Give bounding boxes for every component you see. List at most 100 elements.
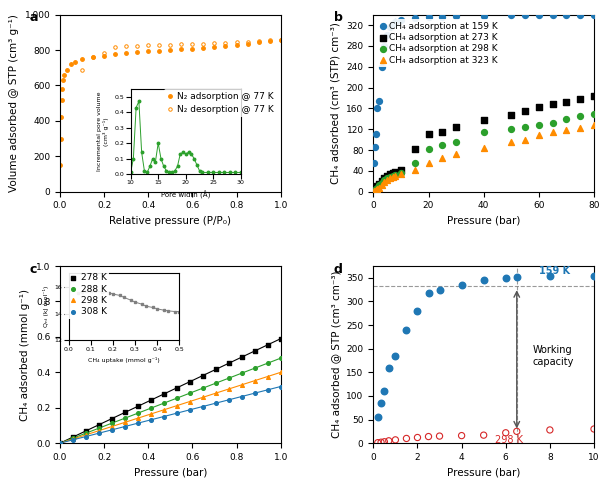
N₂ adsorption @ 77 K <box>277 37 284 43</box>
CH₄ adsorption at 159 K <box>589 11 599 19</box>
N₂ adsorption @ 77 K <box>101 53 108 58</box>
Point <box>457 431 466 439</box>
N₂ adsorption @ 77 K <box>112 52 119 57</box>
CH₄ adsorption at 159 K <box>385 23 395 31</box>
CH₄ adsorption at 323 K <box>373 185 382 192</box>
N₂ adsorption @ 77 K <box>79 56 86 62</box>
Legend: CH₄ adsorption at 159 K, CH₄ adsorption at 273 K, CH₄ adsorption at 298 K, CH₄ a: CH₄ adsorption at 159 K, CH₄ adsorption … <box>378 19 500 67</box>
Point <box>373 439 383 447</box>
N₂ desorption @ 77 K <box>89 54 97 60</box>
288 K <box>159 399 169 407</box>
288 K <box>68 434 78 442</box>
CH₄ adsorption at 159 K <box>534 11 544 19</box>
298 K <box>159 406 169 414</box>
CH₄ adsorption at 273 K <box>520 107 530 115</box>
298 K <box>133 414 143 422</box>
Point <box>413 307 422 315</box>
N₂ desorption @ 77 K <box>277 37 284 43</box>
278 K <box>211 366 221 374</box>
Point <box>384 364 394 372</box>
CH₄ adsorption at 273 K <box>589 93 599 100</box>
CH₄ adsorption at 159 K <box>388 20 397 28</box>
288 K <box>185 389 194 397</box>
N₂ adsorption @ 77 K <box>63 67 70 73</box>
Point <box>424 432 433 440</box>
CH₄ adsorption at 273 K <box>410 145 419 153</box>
CH₄ adsorption at 273 K <box>391 168 400 176</box>
N₂ desorption @ 77 K <box>244 38 251 44</box>
N₂ adsorption @ 77 K <box>211 44 218 50</box>
278 K <box>94 421 104 429</box>
CH₄ adsorption at 298 K <box>380 176 389 184</box>
CH₄ adsorption at 323 K <box>548 128 557 136</box>
CH₄ adsorption at 298 K <box>589 110 599 117</box>
288 K <box>55 439 65 447</box>
N₂ desorption @ 77 K <box>112 44 119 50</box>
N₂ desorption @ 77 K <box>211 40 218 46</box>
CH₄ adsorption at 323 K <box>562 126 571 134</box>
298 K <box>107 423 117 431</box>
CH₄ adsorption at 298 K <box>382 174 392 182</box>
278 K <box>263 341 272 349</box>
CH₄ adsorption at 273 K <box>370 186 380 193</box>
CH₄ adsorption at 323 K <box>385 174 395 182</box>
CH₄ adsorption at 273 K <box>380 174 389 182</box>
N₂ desorption @ 77 K <box>233 39 240 45</box>
N₂ adsorption @ 77 K <box>59 86 66 92</box>
CH₄ adsorption at 273 K <box>534 103 544 111</box>
N₂ adsorption @ 77 K <box>58 114 65 120</box>
Text: 159 K: 159 K <box>539 265 570 276</box>
CH₄ adsorption at 159 K <box>373 105 382 112</box>
X-axis label: Pressure (bar): Pressure (bar) <box>134 468 207 477</box>
Point <box>376 438 386 446</box>
N₂ desorption @ 77 K <box>178 41 185 47</box>
308 K <box>120 423 130 431</box>
CH₄ adsorption at 298 K <box>575 112 585 120</box>
298 K <box>276 369 286 376</box>
Point <box>545 426 554 434</box>
298 K <box>81 431 91 439</box>
Point <box>479 431 488 439</box>
278 K <box>107 415 117 423</box>
CH₄ adsorption at 298 K <box>388 172 397 180</box>
CH₄ adsorption at 323 K <box>437 154 447 162</box>
308 K <box>237 393 247 400</box>
278 K <box>133 402 143 410</box>
CH₄ adsorption at 273 K <box>374 181 383 188</box>
CH₄ adsorption at 159 K <box>374 96 383 104</box>
308 K <box>81 432 91 440</box>
CH₄ adsorption at 298 K <box>391 171 400 179</box>
Y-axis label: CH₄ adsorbed (mmol g⁻¹): CH₄ adsorbed (mmol g⁻¹) <box>20 289 31 421</box>
Legend: N₂ adsorption @ 77 K, N₂ desorption @ 77 K: N₂ adsorption @ 77 K, N₂ desorption @ 77… <box>164 89 276 117</box>
Text: d: d <box>334 262 343 276</box>
298 K <box>94 427 104 434</box>
CH₄ adsorption at 273 K <box>371 185 381 192</box>
308 K <box>133 419 143 427</box>
Text: 298 K: 298 K <box>495 435 523 445</box>
CH₄ adsorption at 273 K <box>396 166 406 174</box>
298 K <box>172 402 182 410</box>
288 K <box>263 359 272 367</box>
CH₄ adsorption at 323 K <box>369 187 379 195</box>
Point <box>391 436 400 444</box>
308 K <box>224 396 233 404</box>
Text: b: b <box>334 11 343 24</box>
CH₄ adsorption at 159 K <box>520 11 530 19</box>
308 K <box>263 386 272 393</box>
CH₄ adsorption at 159 K <box>562 11 571 19</box>
CH₄ adsorption at 298 K <box>374 182 383 189</box>
N₂ adsorption @ 77 K <box>233 42 240 48</box>
308 K <box>159 412 169 420</box>
Point <box>413 433 422 441</box>
CH₄ adsorption at 323 K <box>382 176 392 184</box>
Point <box>501 429 511 437</box>
CH₄ adsorption at 298 K <box>370 186 380 194</box>
278 K <box>146 396 155 404</box>
CH₄ adsorption at 273 K <box>575 95 585 103</box>
CH₄ adsorption at 298 K <box>437 141 447 149</box>
N₂ desorption @ 77 K <box>134 43 141 49</box>
CH₄ adsorption at 273 K <box>388 169 397 177</box>
Line: N₂ adsorption @ 77 K: N₂ adsorption @ 77 K <box>58 38 283 167</box>
278 K <box>185 378 194 386</box>
308 K <box>172 409 182 417</box>
